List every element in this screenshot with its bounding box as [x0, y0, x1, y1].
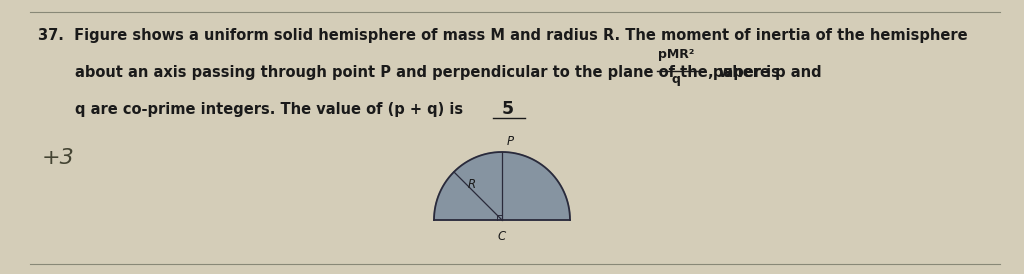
Text: 5: 5: [502, 100, 514, 118]
Text: 37.  Figure shows a uniform solid hemisphere of mass M and radius R. The moment : 37. Figure shows a uniform solid hemisph…: [38, 28, 968, 43]
Text: about an axis passing through point P and perpendicular to the plane of the pape: about an axis passing through point P an…: [75, 65, 780, 80]
Text: C: C: [498, 230, 506, 243]
Text: pMR²: pMR²: [658, 48, 694, 61]
Text: q are co-prime integers. The value of (p + q) is: q are co-prime integers. The value of (p…: [75, 102, 463, 117]
Polygon shape: [434, 152, 570, 220]
Text: P: P: [507, 135, 514, 148]
Text: R: R: [468, 178, 476, 192]
Text: +3: +3: [42, 148, 75, 168]
Text: q: q: [672, 73, 680, 86]
Text: , where p and: , where p and: [708, 65, 821, 80]
